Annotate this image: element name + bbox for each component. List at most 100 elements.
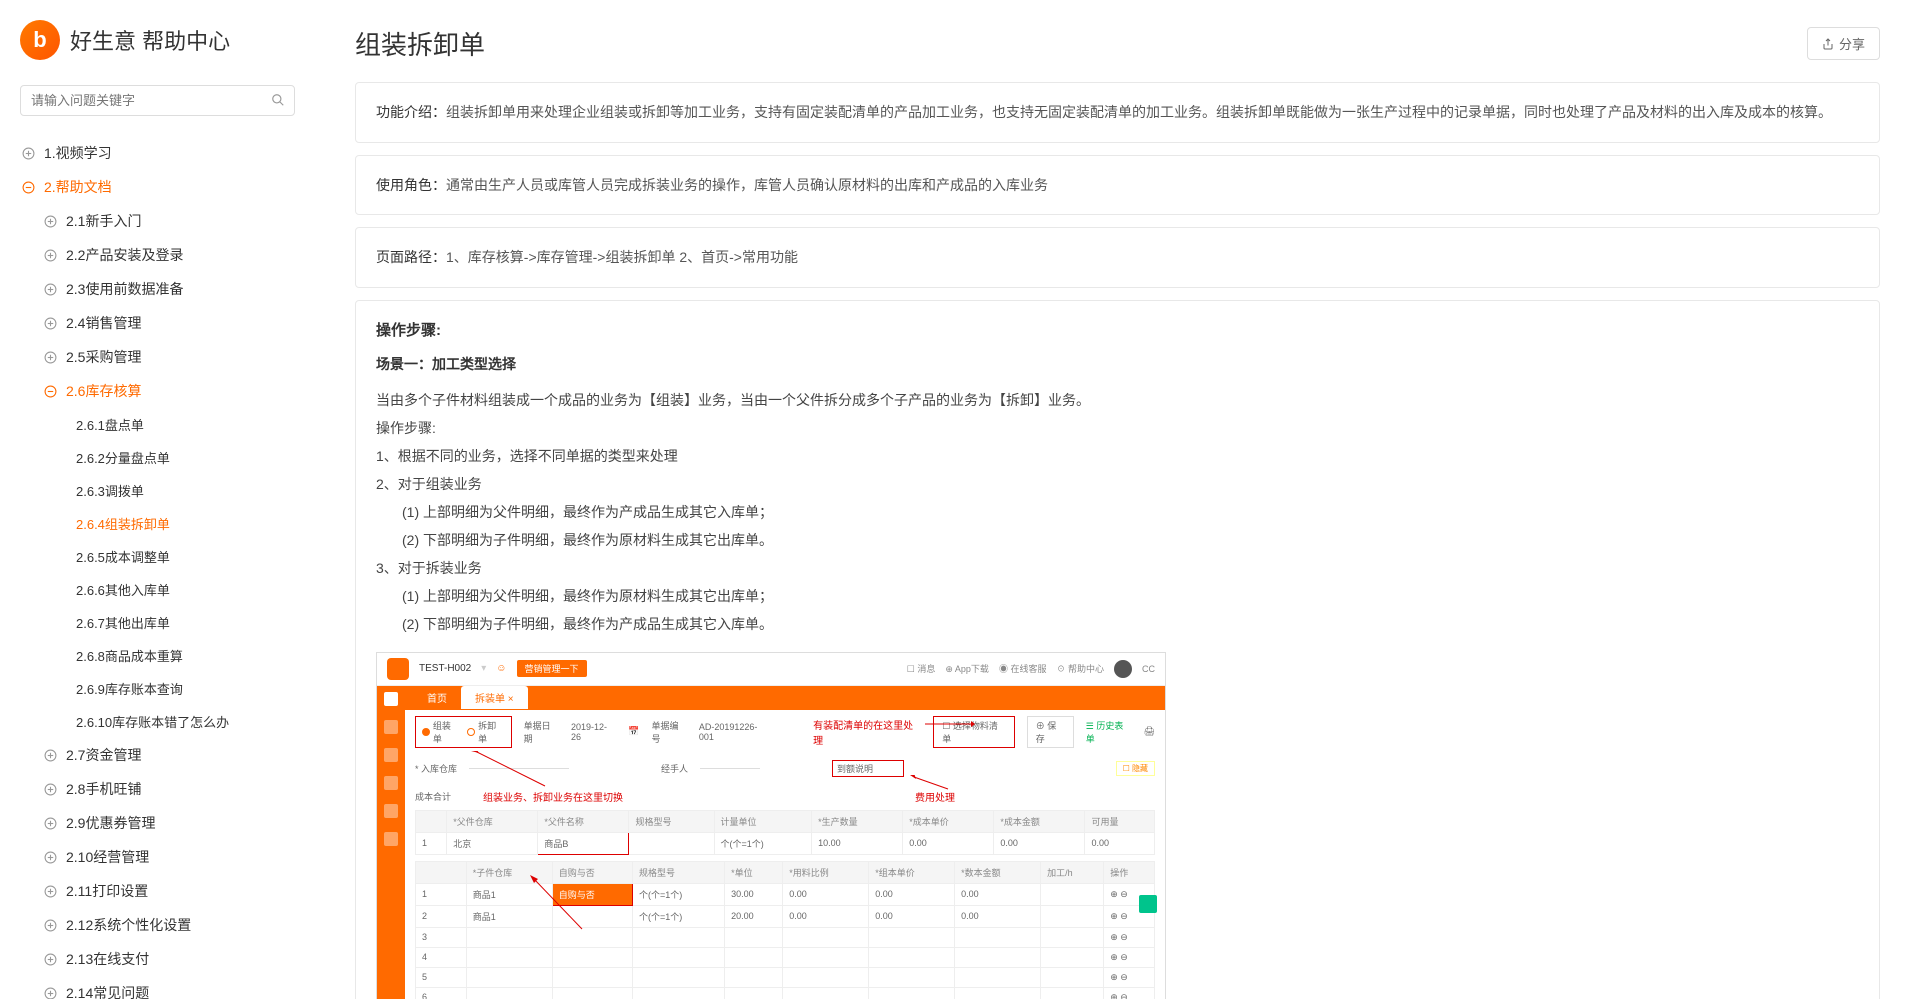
nav-label: 2.13在线支付 [66,949,149,969]
nav-label: 2.11打印设置 [66,881,148,901]
nav-label: 2.2产品安装及登录 [66,245,183,265]
emb-tab-home: 首页 [413,686,461,709]
emb-nav-home-icon [384,692,398,706]
nav-item[interactable]: 2.6库存核算 [20,374,295,408]
nav-item[interactable]: 2.帮助文档 [20,170,295,204]
path-label: 页面路径： [376,249,446,265]
nav-item[interactable]: 2.6.1盘点单 [20,408,295,441]
nav-item[interactable]: 2.6.9库存账本查询 [20,672,295,705]
step-3a: (1) 上部明细为父件明细，最终作为原材料生成其它出库单； [402,582,1859,610]
emb-tab-active: 拆装单 × [461,686,528,709]
nav-list: 1.视频学习2.帮助文档2.1新手入门2.2产品安装及登录2.3使用前数据准备2… [20,136,295,999]
emb-radio-group: 组装单 拆卸单 [415,716,512,748]
search-input[interactable] [20,85,295,116]
nav-item[interactable]: 2.14常见问题 [20,976,295,999]
nav-label: 2.6.7其他出库单 [76,613,170,632]
minus-icon [42,383,58,399]
page-header: 组装拆卸单 分享 [355,25,1880,62]
nav-item[interactable]: 2.7资金管理 [20,738,295,772]
step-1: 1、根据不同的业务，选择不同单据的类型来处理 [376,442,1859,470]
emb-tabs: 首页 拆装单 × [405,686,1165,710]
nav-label: 2.6.3调拨单 [76,481,144,500]
nav-label: 2.14常见问题 [66,983,149,999]
emb-annotation-2: 组装业务、拆卸业务在这里切换 [483,789,623,804]
nav-item[interactable]: 2.3使用前数据准备 [20,272,295,306]
nav-label: 2.5采购管理 [66,347,141,367]
share-button[interactable]: 分享 [1807,27,1880,60]
intro-text: 组装拆卸单用来处理企业组装或拆卸等加工业务，支持有固定装配清单的产品加工业务，也… [446,104,1832,120]
emb-nav-icon [384,776,398,790]
nav-item[interactable]: 2.13在线支付 [20,942,295,976]
nav-item[interactable]: 2.6.5成本调整单 [20,540,295,573]
plus-icon [42,917,58,933]
plus-icon [42,951,58,967]
emb-app: ⊕ App下载 [945,662,989,675]
embedded-screenshot: TEST-H002 ▾ ☺ 营销管理一下 ☐ 消息 ⊕ App下载 ◉ 在线客服… [376,652,1166,999]
nav-item[interactable]: 2.10经营管理 [20,840,295,874]
nav-item[interactable]: 2.9优惠券管理 [20,806,295,840]
emb-avatar-icon [1114,660,1132,678]
plus-icon [42,349,58,365]
main-content: 组装拆卸单 分享 功能介绍：组装拆卸单用来处理企业组装或拆卸等加工业务，支持有固… [315,0,1920,999]
nav-item[interactable]: 2.6.6其他入库单 [20,573,295,606]
step-2a: (1) 上部明细为父件明细，最终作为产成品生成其它入库单； [402,498,1859,526]
emb-annotation-3: 费用处理 [915,789,955,804]
role-label: 使用角色： [376,177,446,193]
emb-service: ◉ 在线客服 [999,662,1047,675]
share-label: 分享 [1839,34,1865,53]
nav-item[interactable]: 1.视频学习 [20,136,295,170]
nav-label: 2.7资金管理 [66,745,141,765]
plus-icon [42,213,58,229]
emb-nav-icon [384,720,398,734]
emb-nav-icon [384,804,398,818]
plus-icon [42,247,58,263]
nav-item[interactable]: 2.6.7其他出库单 [20,606,295,639]
emb-logo-icon [387,658,409,680]
nav-label: 2.6.1盘点单 [76,415,144,434]
nav-item[interactable]: 2.11打印设置 [20,874,295,908]
nav-label: 2.9优惠券管理 [66,813,155,833]
plus-icon [42,781,58,797]
plus-icon [42,985,58,999]
search-icon[interactable] [271,93,285,110]
emb-code-label: 单据编号 [651,719,686,745]
scene-title: 场景一：加工类型选择 [376,354,1859,374]
emb-annotation-1: 有装配清单的在这里处理 [813,717,921,747]
step-3: 3、对于拆装业务 [376,554,1859,582]
step-3b: (2) 下部明细为子件明细，最终作为产成品生成其它入库单。 [402,610,1859,638]
emb-child-table: *子件仓库自购与否规格型号*单位*用料比例*组本单价*数本金额加工/h操作1商品… [415,861,1155,999]
nav-label: 2.10经营管理 [66,847,149,867]
nav-label: 2.8手机旺铺 [66,779,141,799]
emb-env: TEST-H002 [419,663,471,674]
emb-sel-highlight: 到额说明 [832,760,904,777]
nav-item[interactable]: 2.6.3调拨单 [20,474,295,507]
nav-item[interactable]: 2.2产品安装及登录 [20,238,295,272]
emb-topbar: TEST-H002 ▾ ☺ 营销管理一下 ☐ 消息 ⊕ App下载 ◉ 在线客服… [377,653,1165,686]
nav-item[interactable]: 2.6.2分量盘点单 [20,441,295,474]
nav-item[interactable]: 2.6.4组装拆卸单 [20,507,295,540]
emb-code: AD-20191226-001 [699,722,771,742]
plus-icon [20,145,36,161]
plus-icon [42,281,58,297]
scene-desc: 当由多个子件材料组装成一个成品的业务为【组装】业务，当由一个父件拆分成多个子产品… [376,386,1859,414]
share-icon [1822,38,1834,50]
nav-item[interactable]: 2.1新手入门 [20,204,295,238]
nav-item[interactable]: 2.6.10库存账本错了怎么办 [20,705,295,738]
emb-user: CC [1142,664,1155,674]
nav-item[interactable]: 2.8手机旺铺 [20,772,295,806]
steps-subtitle: 操作步骤: [376,414,1859,442]
nav-label: 2.1新手入门 [66,211,141,231]
minus-icon [20,179,36,195]
nav-label: 2.6.4组装拆卸单 [76,514,170,533]
logo-icon: b [20,20,60,60]
nav-item[interactable]: 2.6.8商品成本重算 [20,639,295,672]
nav-label: 2.6.8商品成本重算 [76,646,183,665]
nav-item[interactable]: 2.12系统个性化设置 [20,908,295,942]
nav-item[interactable]: 2.5采购管理 [20,340,295,374]
emb-history-button: ☰ 历史表单 [1086,719,1132,745]
emb-parent-table: *父件仓库*父件名称规格型号计量单位*生产数量*成本单价*成本金额可用量1北京商… [415,810,1155,855]
emb-nav-icon [384,832,398,846]
nav-label: 2.6.6其他入库单 [76,580,170,599]
nav-item[interactable]: 2.4销售管理 [20,306,295,340]
nav-label: 1.视频学习 [44,143,112,163]
